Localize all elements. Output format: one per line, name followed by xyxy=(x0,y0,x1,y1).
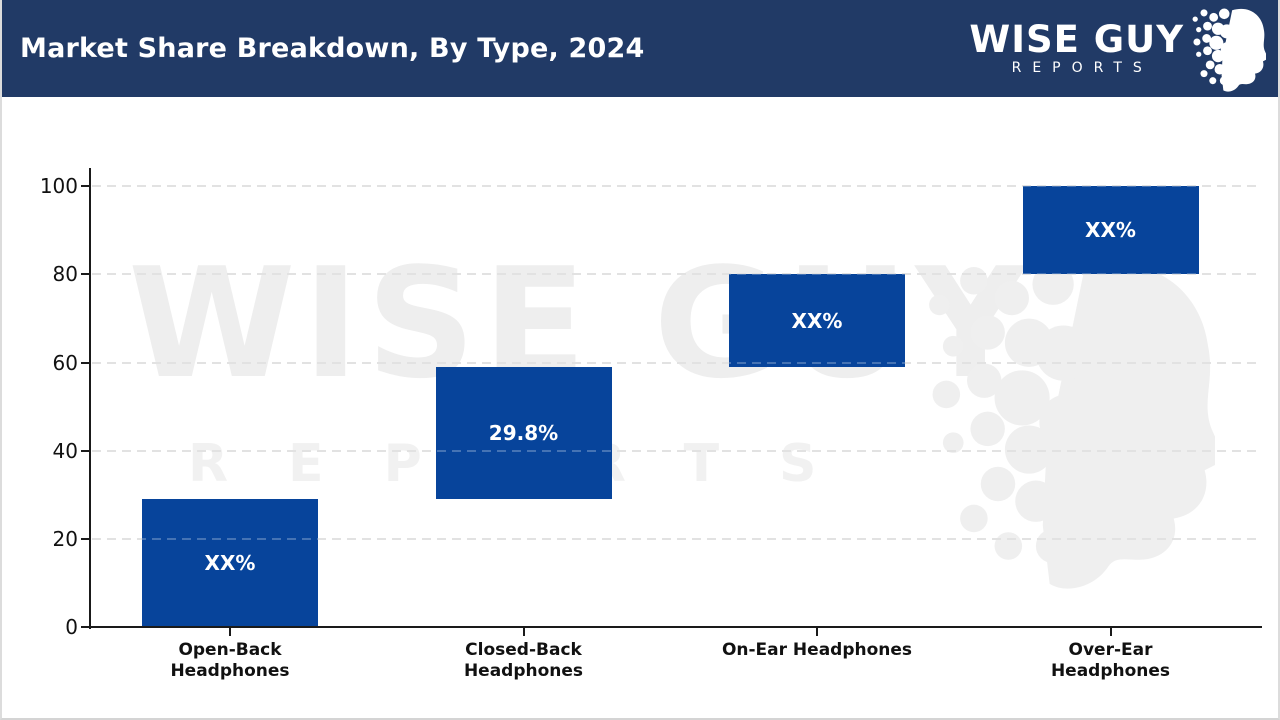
logo-head-icon xyxy=(1192,8,1266,92)
y-tick-label: 40 xyxy=(52,438,78,463)
logo-text: WISE GUY REPORTS xyxy=(969,18,1184,77)
y-tick-mark xyxy=(81,185,90,188)
y-tick-label: 100 xyxy=(39,174,78,199)
watermark-head-icon xyxy=(929,263,1215,589)
y-tick-mark xyxy=(81,537,90,540)
bar-value-label: XX% xyxy=(791,308,843,333)
x-category-label: Over-Ear Headphones xyxy=(1050,640,1171,681)
grid-line-overlay xyxy=(92,537,1262,540)
grid-line xyxy=(92,537,1262,540)
x-category-label: Open-Back Headphones xyxy=(170,640,290,681)
grid-line-overlay xyxy=(92,361,1262,364)
grid-line-overlay xyxy=(92,185,1262,188)
bar-value-label: XX% xyxy=(204,550,256,575)
bar-over-ear-headphones: XX% xyxy=(1022,186,1199,275)
grid-line xyxy=(92,273,1262,276)
y-tick-label: 60 xyxy=(52,350,78,375)
grid-line xyxy=(92,449,1262,452)
bar-on-ear-headphones: XX% xyxy=(729,274,905,368)
y-tick-mark xyxy=(81,361,90,364)
grid-line xyxy=(92,185,1262,188)
logo-wordmark: WISE GUY xyxy=(969,18,1184,61)
bar-closed-back-headphones: 29.8% xyxy=(435,367,612,499)
logo-subtext: REPORTS xyxy=(1011,60,1153,76)
y-tick-label: 0 xyxy=(65,615,78,639)
x-tick-mark xyxy=(229,628,231,636)
bar-open-back-headphones: XX% xyxy=(142,498,318,627)
bar-value-label: XX% xyxy=(1085,218,1136,243)
grid-line-overlay xyxy=(92,273,1262,276)
y-tick-mark xyxy=(81,449,90,452)
x-axis-line xyxy=(88,626,1262,628)
header: Market Share Breakdown, By Type, 2024 WI… xyxy=(0,0,1280,97)
y-tick-label: 20 xyxy=(52,526,78,551)
x-tick-mark xyxy=(816,628,818,636)
x-tick-mark xyxy=(522,628,525,636)
page-title: Market Share Breakdown, By Type, 2024 xyxy=(20,33,645,64)
x-tick-mark xyxy=(1109,628,1112,636)
y-axis-line xyxy=(89,168,91,629)
x-category-label: Closed-Back Headphones xyxy=(463,640,584,681)
y-tick-mark xyxy=(81,273,90,276)
x-category-label: On-Ear Headphones xyxy=(721,640,913,660)
y-tick-label: 80 xyxy=(52,262,78,287)
y-tick-mark xyxy=(81,626,90,628)
grid-line-overlay xyxy=(92,449,1262,452)
bar-value-label: 29.8% xyxy=(488,421,559,446)
grid-line xyxy=(92,361,1262,364)
wise-guy-reports-logo: WISE GUY REPORTS xyxy=(969,5,1266,93)
